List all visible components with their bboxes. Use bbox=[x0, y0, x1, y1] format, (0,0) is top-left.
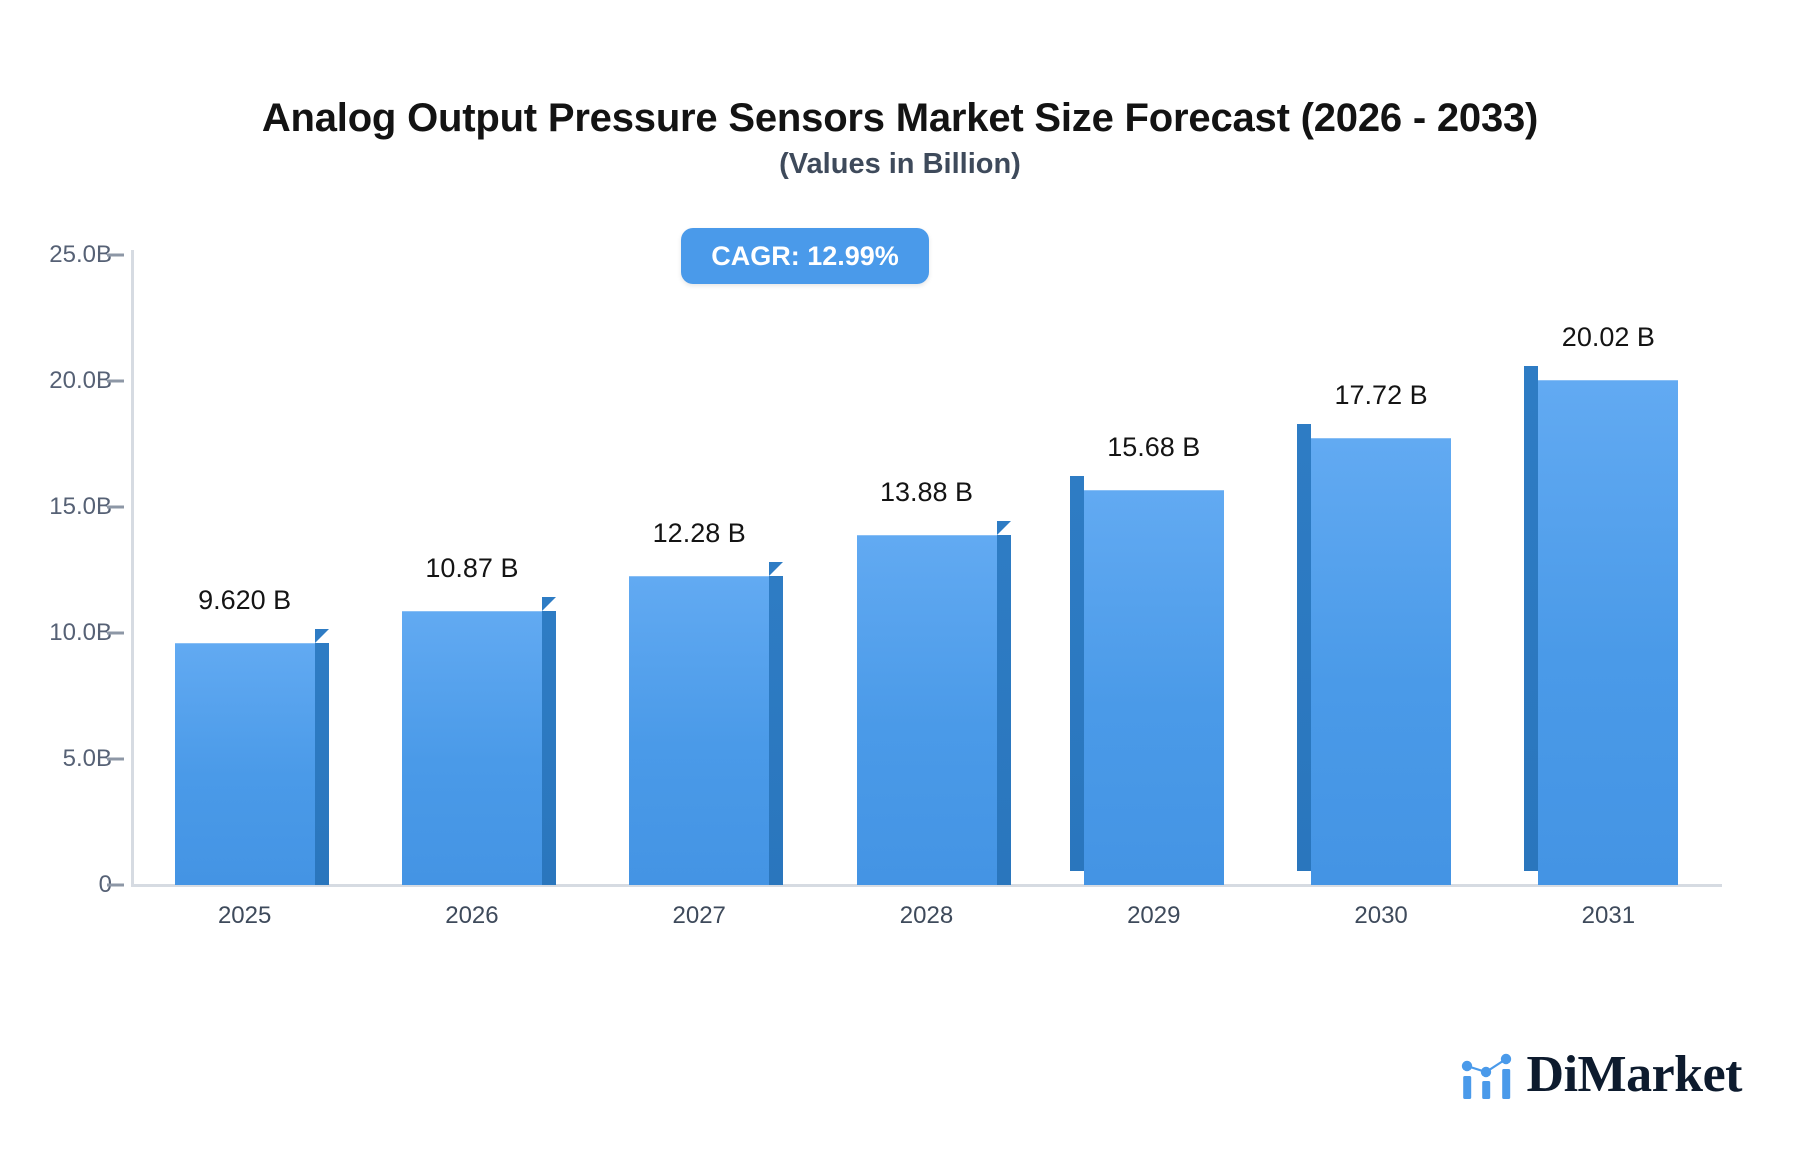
y-axis-tick-mark bbox=[107, 253, 124, 257]
bar-side-panel bbox=[314, 642, 329, 885]
x-axis-tick-label: 2030 bbox=[1354, 902, 1408, 929]
bar-side-panel bbox=[1524, 366, 1539, 871]
bar-value-label: 20.02 B bbox=[1561, 322, 1655, 353]
y-axis-tick-mark bbox=[107, 379, 124, 383]
bar-face bbox=[629, 575, 770, 885]
bar[interactable] bbox=[1297, 424, 1452, 885]
bar-top-cap bbox=[1524, 366, 1539, 381]
y-axis-tick-mark bbox=[107, 757, 124, 761]
bar[interactable] bbox=[856, 521, 1011, 885]
bar-value-label: 13.88 B bbox=[879, 477, 974, 508]
bar-top-cap bbox=[769, 561, 784, 576]
x-axis-line bbox=[131, 884, 1722, 887]
y-axis-tick-label: 5.0B bbox=[62, 745, 112, 772]
y-axis-tick-mark bbox=[107, 883, 124, 887]
y-axis-tick-label: 25.0B bbox=[49, 241, 112, 268]
bar-side-panel bbox=[541, 611, 556, 885]
bar-side-panel bbox=[1069, 475, 1084, 871]
bar-face bbox=[856, 535, 997, 885]
bar[interactable] bbox=[629, 561, 784, 885]
y-axis-tick-label: 10.0B bbox=[49, 619, 112, 646]
logo-wordmark: DiMarket bbox=[1526, 1046, 1743, 1103]
bar-value-label: 9.620 B bbox=[198, 584, 292, 615]
y-axis-line bbox=[131, 250, 134, 887]
dimarket-logo: DiMarket bbox=[1461, 1046, 1743, 1103]
bar[interactable] bbox=[1069, 475, 1224, 885]
x-axis-tick-label: 2028 bbox=[899, 902, 954, 929]
x-axis-tick-label: 2025 bbox=[217, 902, 272, 929]
bar-top-cap bbox=[541, 597, 556, 612]
bar[interactable] bbox=[401, 597, 556, 885]
bar-side-panel bbox=[1297, 424, 1312, 871]
bar-side-panel bbox=[996, 535, 1011, 885]
bar-value-label: 17.72 B bbox=[1334, 380, 1428, 411]
bar-value-label: 15.68 B bbox=[1107, 431, 1201, 462]
bar[interactable] bbox=[174, 628, 329, 885]
bar-top-cap bbox=[1069, 475, 1084, 490]
y-axis-tick-label: 0 bbox=[98, 871, 112, 898]
chart-subtitle: (Values in Billion) bbox=[779, 148, 1021, 180]
x-axis-tick-label: 2029 bbox=[1127, 902, 1181, 929]
y-axis-tick-mark bbox=[107, 631, 124, 635]
y-axis-tick-label: 20.0B bbox=[49, 367, 112, 394]
x-axis-tick-label: 2026 bbox=[445, 902, 499, 929]
chart-title: Analog Output Pressure Sensors Market Si… bbox=[261, 96, 1539, 140]
bar-value-label: 10.87 B bbox=[425, 553, 519, 584]
x-axis-tick-label: 2027 bbox=[672, 902, 726, 929]
y-axis-tick-mark bbox=[107, 505, 124, 509]
y-axis-tick-label: 15.0B bbox=[49, 493, 112, 520]
bar-face bbox=[174, 642, 315, 885]
bar[interactable] bbox=[1524, 366, 1679, 885]
bar-face bbox=[1083, 489, 1224, 885]
cagr-badge-label: CAGR: 12.99% bbox=[711, 240, 899, 271]
bar-value-label: 12.28 B bbox=[652, 517, 746, 548]
bar-face bbox=[1311, 438, 1452, 885]
cagr-badge: CAGR: 12.99% bbox=[681, 228, 929, 284]
bar-face bbox=[401, 611, 542, 885]
bar-top-cap bbox=[996, 521, 1011, 536]
bar-top-cap bbox=[1297, 424, 1312, 439]
bar-chart-logo-icon bbox=[1461, 1053, 1511, 1099]
bar-side-panel bbox=[769, 575, 784, 885]
bar-top-cap bbox=[314, 628, 329, 643]
x-axis-tick-label: 2031 bbox=[1581, 902, 1636, 929]
bar-face bbox=[1538, 380, 1679, 885]
